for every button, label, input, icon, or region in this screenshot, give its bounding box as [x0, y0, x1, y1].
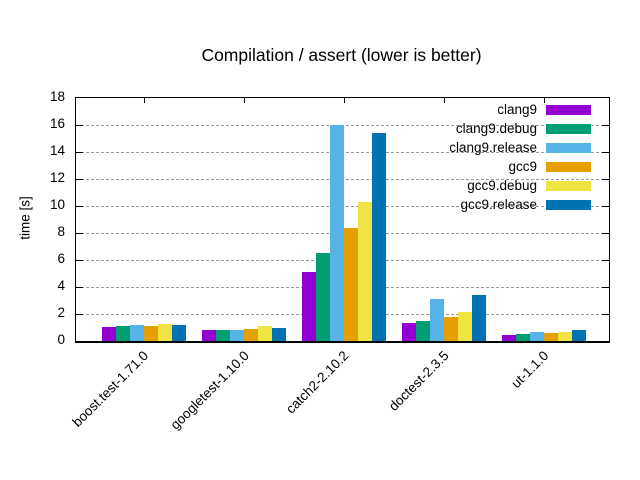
legend-item-gcc9: gcc9: [449, 157, 591, 176]
y-tick-label: 2: [57, 305, 65, 320]
legend-swatch: [546, 161, 591, 172]
bar-clang9.release-googletest-1.10.0: [230, 330, 244, 341]
bar-clang9-doctest-2.3.5: [402, 323, 416, 341]
y-tick-label: 10: [49, 197, 65, 212]
y-tick-mark: [76, 125, 83, 126]
y-tick-mark: [76, 314, 83, 315]
bar-clang9-ut-1.1.0: [502, 335, 516, 341]
bar-clang9-boost.test-1.71.0: [102, 327, 116, 341]
bar-clang9.release-doctest-2.3.5: [430, 299, 444, 341]
bar-clang9-catch2-2.10.2: [302, 272, 316, 341]
bar-gcc9.debug-boost.test-1.71.0: [158, 324, 172, 341]
x-tick-mark: [344, 98, 345, 103]
y-tick-label: 4: [57, 278, 65, 293]
x-tick-mark: [444, 98, 445, 103]
bar-gcc9-boost.test-1.71.0: [144, 326, 158, 341]
bar-gcc9-doctest-2.3.5: [444, 317, 458, 341]
chart-title: Compilation / assert (lower is better): [201, 45, 482, 65]
legend-label: clang9: [497, 102, 537, 117]
legend-item-gcc9.release: gcc9.release: [449, 195, 591, 214]
legend-item-clang9: clang9: [449, 100, 591, 119]
y-tick-mark: [602, 179, 609, 180]
bar-gcc9-catch2-2.10.2: [344, 228, 358, 341]
bar-clang9-googletest-1.10.0: [202, 330, 216, 341]
bar-gcc9.debug-ut-1.1.0: [558, 332, 572, 341]
y-tick-mark: [602, 206, 609, 207]
x-category-label: googletest-1.10.0: [167, 348, 252, 433]
y-tick-label: 6: [57, 251, 65, 266]
bar-gcc9.release-catch2-2.10.2: [372, 133, 386, 341]
x-category-label: catch2-2.10.2: [283, 348, 352, 417]
legend-item-clang9.debug: clang9.debug: [449, 119, 591, 138]
legend-swatch: [546, 104, 591, 115]
y-tick-mark: [602, 287, 609, 288]
legend: clang9 clang9.debug clang9.release gcc9 gcc9…: [449, 100, 591, 214]
legend-swatch: [546, 180, 591, 191]
x-tick-mark: [144, 98, 145, 103]
bar-gcc9.release-googletest-1.10.0: [272, 328, 286, 341]
x-category-label: doctest-2.3.5: [385, 348, 452, 414]
x-category-label: ut-1.1.0: [508, 348, 552, 391]
y-tick-mark: [602, 152, 609, 153]
bar-clang9.debug-doctest-2.3.5: [416, 321, 430, 341]
bar-gcc9-googletest-1.10.0: [244, 329, 258, 341]
y-tick-mark: [602, 260, 609, 261]
bar-gcc9.debug-doctest-2.3.5: [458, 312, 472, 341]
y-tick-mark: [76, 287, 83, 288]
bar-gcc9-ut-1.1.0: [544, 333, 558, 341]
x-category-label: boost.test-1.71.0: [69, 348, 152, 430]
plot-area: clang9 clang9.debug clang9.release gcc9 gcc9…: [75, 97, 610, 343]
y-tick-mark: [76, 233, 83, 234]
y-tick-mark: [602, 233, 609, 234]
bar-clang9.debug-googletest-1.10.0: [216, 330, 230, 341]
legend-label: gcc9.debug: [467, 178, 537, 193]
y-tick-label: 18: [49, 89, 65, 104]
legend-label: clang9.release: [449, 140, 537, 155]
y-tick-label: 0: [57, 332, 65, 347]
bar-gcc9.release-ut-1.1.0: [572, 330, 586, 341]
bar-clang9.debug-ut-1.1.0: [516, 334, 530, 341]
y-tick-mark: [602, 314, 609, 315]
legend-label: clang9.debug: [455, 121, 537, 136]
x-tick-mark: [244, 98, 245, 103]
legend-swatch: [546, 142, 591, 153]
y-tick-label: 14: [49, 143, 65, 158]
legend-swatch: [546, 199, 591, 210]
legend-item-gcc9.debug: gcc9.debug: [449, 176, 591, 195]
y-tick-label: 8: [57, 224, 65, 239]
bar-gcc9.release-doctest-2.3.5: [472, 295, 486, 341]
y-tick-mark: [76, 179, 83, 180]
bar-clang9.release-boost.test-1.71.0: [130, 325, 144, 341]
y-tick-mark: [76, 260, 83, 261]
x-tick-mark: [544, 98, 545, 103]
legend-item-clang9.release: clang9.release: [449, 138, 591, 157]
y-tick-mark: [602, 125, 609, 126]
bar-gcc9.debug-catch2-2.10.2: [358, 202, 372, 341]
bar-clang9.debug-boost.test-1.71.0: [116, 326, 130, 341]
bar-gcc9.debug-googletest-1.10.0: [258, 326, 272, 341]
legend-label: gcc9.release: [460, 197, 537, 212]
y-tick-mark: [76, 152, 83, 153]
y-tick-label: 16: [49, 116, 65, 131]
bar-clang9.debug-catch2-2.10.2: [316, 253, 330, 341]
bar-clang9.release-catch2-2.10.2: [330, 125, 344, 341]
legend-swatch: [546, 123, 591, 134]
y-tick-label: 12: [49, 170, 65, 185]
bar-gcc9.release-boost.test-1.71.0: [172, 325, 186, 341]
bar-clang9.release-ut-1.1.0: [530, 332, 544, 341]
legend-label: gcc9: [508, 159, 537, 174]
y-tick-mark: [76, 206, 83, 207]
